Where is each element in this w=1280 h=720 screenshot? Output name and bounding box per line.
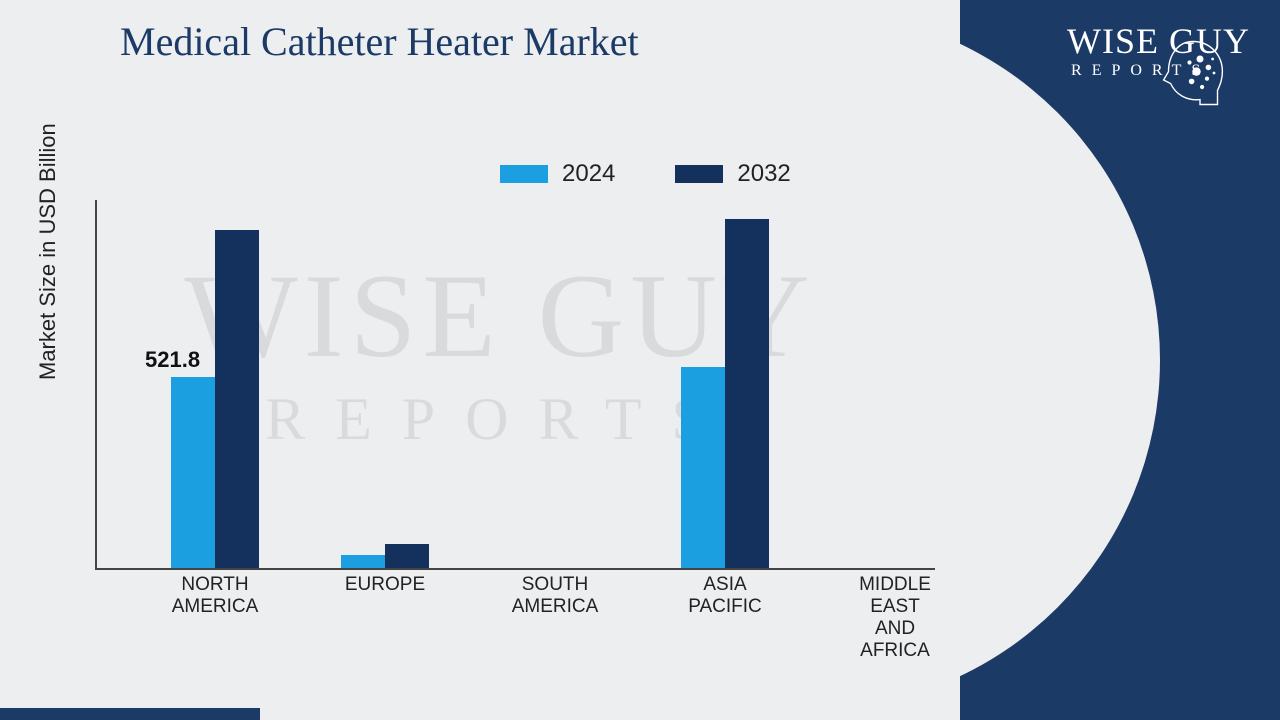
legend-item-2024: 2024 <box>500 160 615 188</box>
brand-logo: WISE GUY REPORTS <box>1067 20 1250 80</box>
legend-swatch-2032 <box>675 165 723 183</box>
category-label: EUROPE <box>315 574 455 596</box>
bar-group <box>155 230 275 570</box>
legend-swatch-2024 <box>500 165 548 183</box>
legend-label-2032: 2032 <box>737 160 790 188</box>
brand-head-icon <box>1158 38 1228 108</box>
plot: 521.8NORTHAMERICAEUROPESOUTHAMERICAASIAP… <box>95 200 935 570</box>
bar <box>385 544 429 570</box>
legend: 2024 2032 <box>500 160 791 188</box>
bottom-accent-bar <box>0 708 260 720</box>
category-label: NORTHAMERICA <box>145 574 285 618</box>
legend-item-2032: 2032 <box>675 160 790 188</box>
bar <box>215 230 259 570</box>
right-panel <box>960 0 1280 720</box>
bar <box>725 219 769 571</box>
category-label: MIDDLEEASTANDAFRICA <box>825 574 965 661</box>
category-label: SOUTHAMERICA <box>485 574 625 618</box>
bar <box>171 377 215 570</box>
chart-area: 521.8NORTHAMERICAEUROPESOUTHAMERICAASIAP… <box>95 200 935 570</box>
x-axis-line <box>95 568 935 570</box>
legend-label-2024: 2024 <box>562 160 615 188</box>
bar-group <box>665 219 785 571</box>
bar-group <box>325 544 445 570</box>
category-label: ASIAPACIFIC <box>655 574 795 618</box>
bar <box>681 367 725 571</box>
chart-title: Medical Catheter Heater Market <box>120 18 639 65</box>
y-axis-label: Market Size in USD Billion <box>35 123 61 380</box>
